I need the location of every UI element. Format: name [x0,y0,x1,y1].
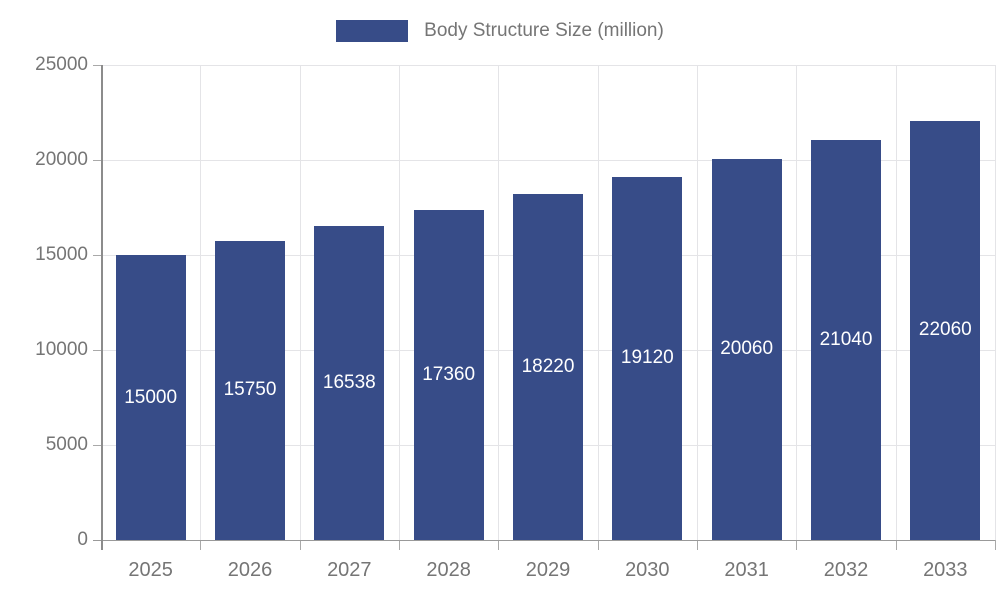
gridline-vertical [597,65,599,540]
gridline-vertical [895,65,897,540]
y-axis-tick [93,65,101,66]
x-axis-tick [399,540,400,550]
gridline-vertical [697,65,698,540]
x-axis-tick [995,540,996,550]
bar-value-label: 18220 [521,355,575,377]
bar[interactable]: 18220 [513,193,583,540]
x-axis-tick [697,540,698,550]
chart-legend: Body Structure Size (million) [0,20,1000,42]
y-axis-line [101,65,103,550]
y-tick-label: 10000 [35,339,88,360]
x-axis-tick [200,540,202,550]
x-axis-tick [796,540,798,550]
x-tick-label: 2025 [128,559,173,581]
bar-value-label: 17360 [422,364,476,386]
y-axis-tick [93,350,101,351]
y-axis-tick [93,160,101,161]
bar[interactable]: 17360 [413,210,484,540]
gridline-vertical [498,65,500,540]
x-axis-line [93,540,995,541]
bar[interactable]: 21040 [811,140,881,540]
legend-label: Body Structure Size (million) [424,20,664,41]
y-axis-tick [93,445,101,446]
bar-value-label: 19120 [620,347,674,369]
bar[interactable]: 19120 [612,176,683,540]
legend-item[interactable]: Body Structure Size (million) [336,20,664,42]
x-tick-label: 2026 [227,559,273,581]
y-tick-label: 20000 [35,149,88,170]
y-tick-label: 0 [77,529,88,550]
bar[interactable]: 15750 [215,240,285,540]
gridline-vertical [796,65,798,540]
bar-value-label: 20060 [720,338,774,360]
bar[interactable]: 20060 [711,158,782,540]
bar-value-label: 16538 [322,371,376,393]
gridline-horizontal [101,65,995,66]
gridline-vertical [200,65,202,540]
x-tick-label: 2032 [823,559,869,581]
gridline-vertical [299,65,301,540]
x-axis-tick [597,540,599,550]
y-tick-label: 5000 [45,434,88,455]
x-axis-tick [895,540,897,550]
x-tick-label: 2029 [525,559,571,581]
bar-value-label: 21040 [819,329,873,351]
x-tick-label: 2033 [923,559,968,581]
gridline-vertical [399,65,400,540]
bar[interactable]: 22060 [910,120,981,540]
gridline-horizontal [101,160,995,161]
x-tick-label: 2030 [625,559,670,581]
x-axis-tick [498,540,500,550]
bar-value-label: 22060 [918,319,972,341]
legend-swatch [336,20,409,42]
y-tick-label: 15000 [35,244,88,265]
gridline-vertical [995,65,996,540]
y-axis-tick [93,255,101,256]
x-tick-label: 2027 [327,559,372,581]
x-tick-label: 2031 [724,559,769,581]
x-tick-label: 2028 [426,559,471,581]
x-axis-tick [299,540,301,550]
y-tick-label: 25000 [35,54,88,75]
bar-value-label: 15000 [124,386,178,408]
bar[interactable]: 16538 [314,225,385,540]
bar-value-label: 15750 [223,379,277,401]
bar[interactable]: 15000 [115,255,186,540]
